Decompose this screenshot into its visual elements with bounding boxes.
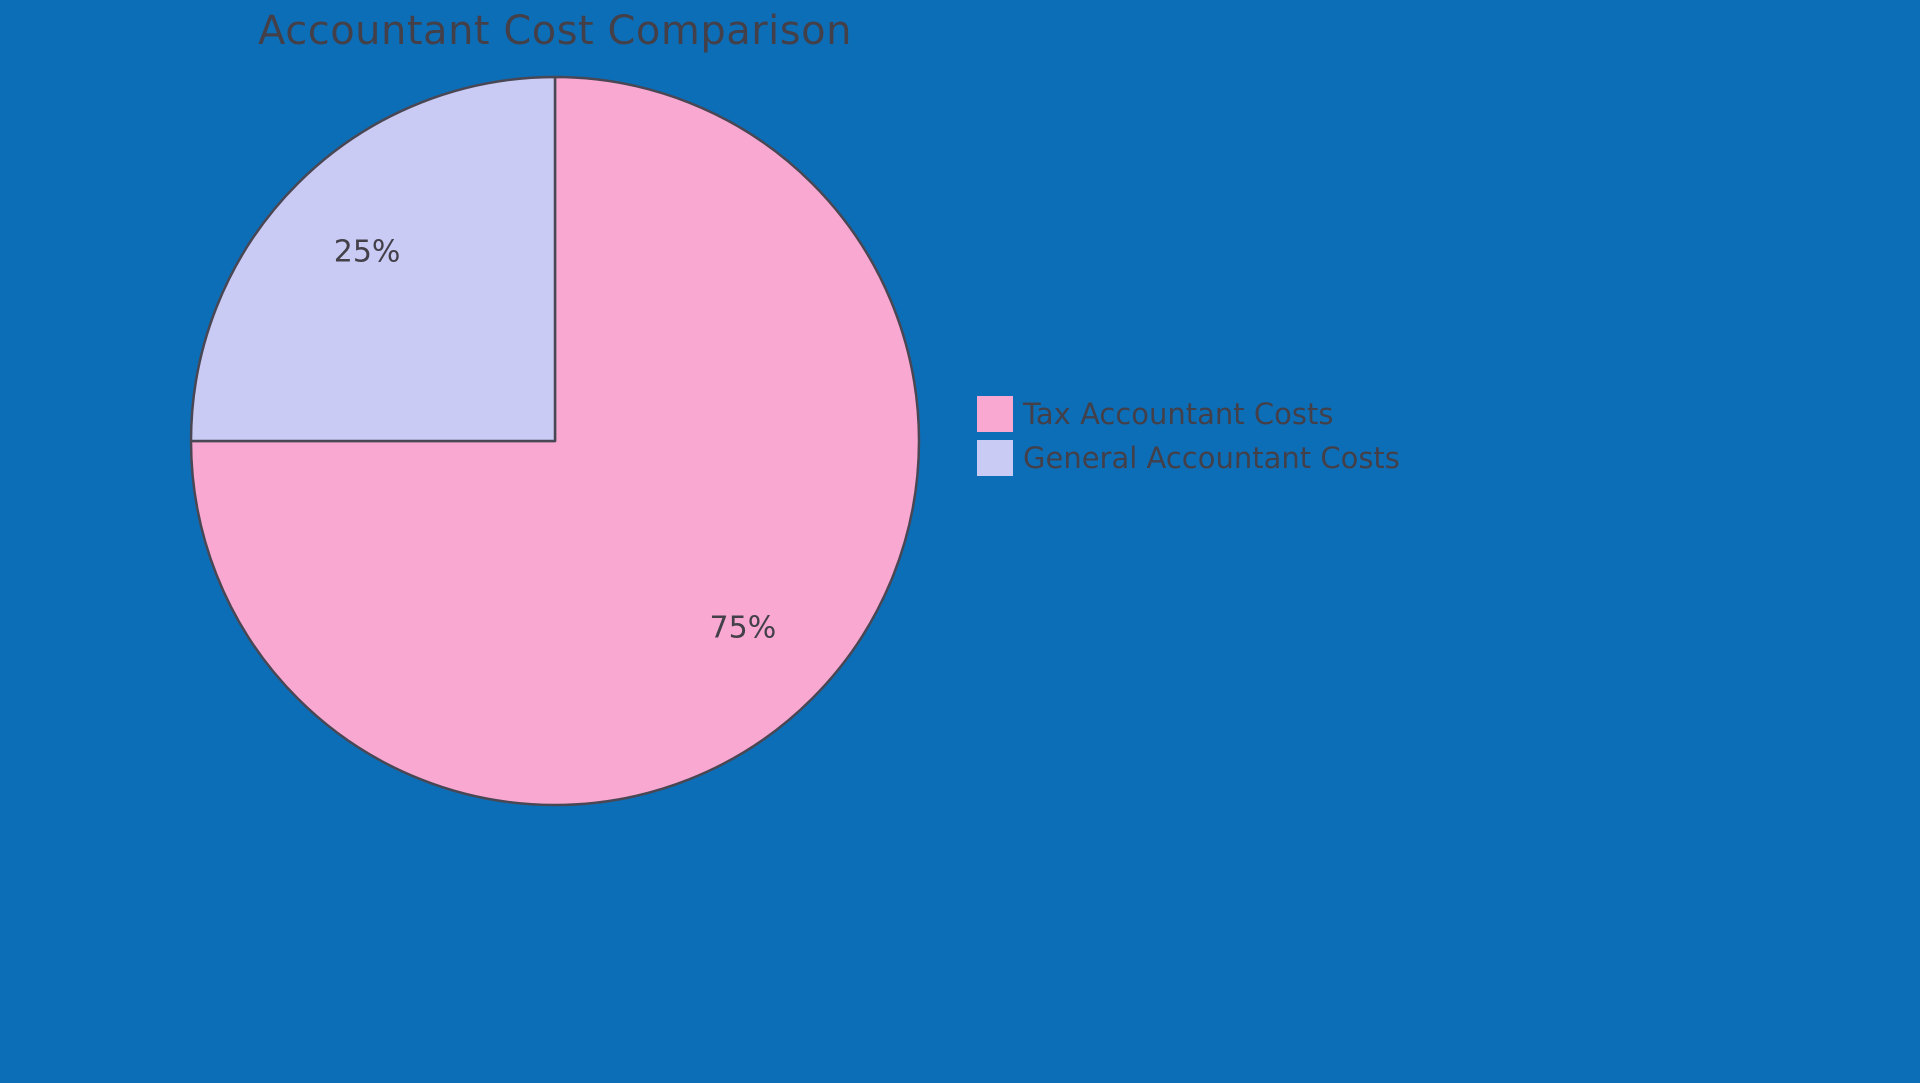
legend-item-tax-accountant[interactable]: Tax Accountant Costs <box>977 396 1400 432</box>
legend: Tax Accountant Costs General Accountant … <box>977 396 1400 476</box>
chart-title: Accountant Cost Comparison <box>258 8 852 54</box>
legend-label-tax-accountant: Tax Accountant Costs <box>1023 397 1334 431</box>
legend-swatch-general-accountant <box>977 440 1013 476</box>
legend-item-general-accountant[interactable]: General Accountant Costs <box>977 440 1400 476</box>
legend-label-general-accountant: General Accountant Costs <box>1023 441 1400 475</box>
pie-slice-label-0: 75% <box>710 610 777 645</box>
pie-slice-1 <box>189 75 557 443</box>
legend-swatch-tax-accountant <box>977 396 1013 432</box>
pie-slice-label-1: 25% <box>334 235 401 270</box>
